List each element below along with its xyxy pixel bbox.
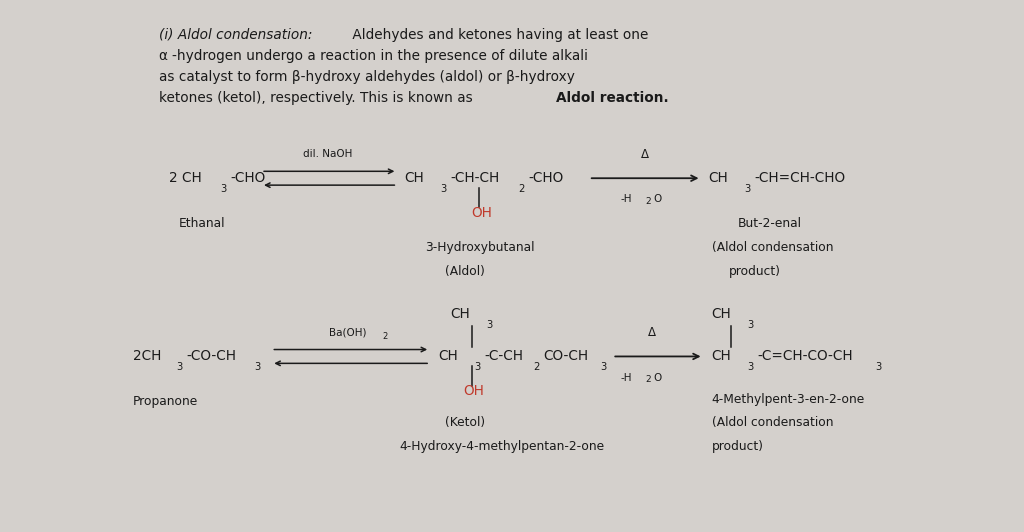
Text: -H: -H <box>621 373 632 383</box>
Text: 3: 3 <box>748 362 754 372</box>
Text: as catalyst to form β-hydroxy aldehydes (aldol) or β-hydroxy: as catalyst to form β-hydroxy aldehydes … <box>159 70 574 84</box>
Text: O: O <box>653 195 662 204</box>
Text: -CHO: -CHO <box>230 171 265 185</box>
Text: CH: CH <box>451 307 470 321</box>
Text: Ethanal: Ethanal <box>179 217 225 230</box>
Text: 3: 3 <box>486 320 493 329</box>
Text: product): product) <box>712 440 764 453</box>
Text: CH: CH <box>404 171 424 185</box>
Text: 3: 3 <box>176 362 182 372</box>
Text: OH: OH <box>471 206 492 220</box>
Text: 2: 2 <box>382 332 387 340</box>
Text: 3: 3 <box>744 184 751 194</box>
Text: 3: 3 <box>474 362 480 372</box>
Text: 3: 3 <box>876 362 882 372</box>
Text: OH: OH <box>463 384 483 398</box>
Text: α: α <box>159 49 168 63</box>
Text: 2: 2 <box>645 197 650 206</box>
Text: 2 CH: 2 CH <box>169 171 202 185</box>
Text: -CO-CH: -CO-CH <box>186 350 237 363</box>
Text: (Aldol condensation: (Aldol condensation <box>712 417 834 429</box>
Text: (Ketol): (Ketol) <box>445 417 485 429</box>
Text: dil. NaOH: dil. NaOH <box>303 149 352 159</box>
Text: Aldehydes and ketones having at least one: Aldehydes and ketones having at least on… <box>348 28 648 41</box>
Text: -C=CH-CO-CH: -C=CH-CO-CH <box>758 350 853 363</box>
Text: (i) Aldol condensation:: (i) Aldol condensation: <box>159 28 312 41</box>
Text: 2: 2 <box>645 376 650 384</box>
Text: 3: 3 <box>220 184 226 194</box>
Text: 3: 3 <box>748 320 754 329</box>
Text: CO-CH: CO-CH <box>544 350 589 363</box>
Text: O: O <box>653 373 662 383</box>
Text: But-2-enal: But-2-enal <box>737 217 801 230</box>
Text: -C-CH: -C-CH <box>484 350 523 363</box>
Text: CH: CH <box>712 350 731 363</box>
Text: CH: CH <box>438 350 458 363</box>
Text: 3: 3 <box>600 362 606 372</box>
Text: ketones (ketol), respectively. This is known as: ketones (ketol), respectively. This is k… <box>159 92 477 105</box>
Text: CH: CH <box>712 307 731 321</box>
Text: 3: 3 <box>254 362 260 372</box>
Text: 3: 3 <box>440 184 446 194</box>
Text: (Aldol): (Aldol) <box>445 265 485 278</box>
Text: product): product) <box>729 265 781 278</box>
Text: 2: 2 <box>534 362 540 372</box>
Text: -CHO: -CHO <box>528 171 563 185</box>
Text: -CH=CH-CHO: -CH=CH-CHO <box>755 171 846 185</box>
Text: -CH-CH: -CH-CH <box>451 171 500 185</box>
Text: Ba(OH): Ba(OH) <box>330 328 367 337</box>
Text: 4-Hydroxy-4-methylpentan-2-one: 4-Hydroxy-4-methylpentan-2-one <box>399 440 604 453</box>
Text: CH: CH <box>709 171 728 185</box>
Text: 4-Methylpent-3-en-2-one: 4-Methylpent-3-en-2-one <box>712 393 865 405</box>
Text: -hydrogen undergo a reaction in the presence of dilute alkali: -hydrogen undergo a reaction in the pres… <box>172 49 588 63</box>
Text: 3-Hydroxybutanal: 3-Hydroxybutanal <box>425 241 535 254</box>
Text: Aldol reaction.: Aldol reaction. <box>556 92 669 105</box>
Text: Δ: Δ <box>641 148 649 161</box>
Text: (Aldol condensation: (Aldol condensation <box>712 241 834 254</box>
Text: 2: 2 <box>518 184 524 194</box>
Text: 2CH: 2CH <box>133 350 162 363</box>
Text: Propanone: Propanone <box>133 395 199 408</box>
Text: Δ: Δ <box>648 326 656 339</box>
Text: -H: -H <box>621 195 632 204</box>
